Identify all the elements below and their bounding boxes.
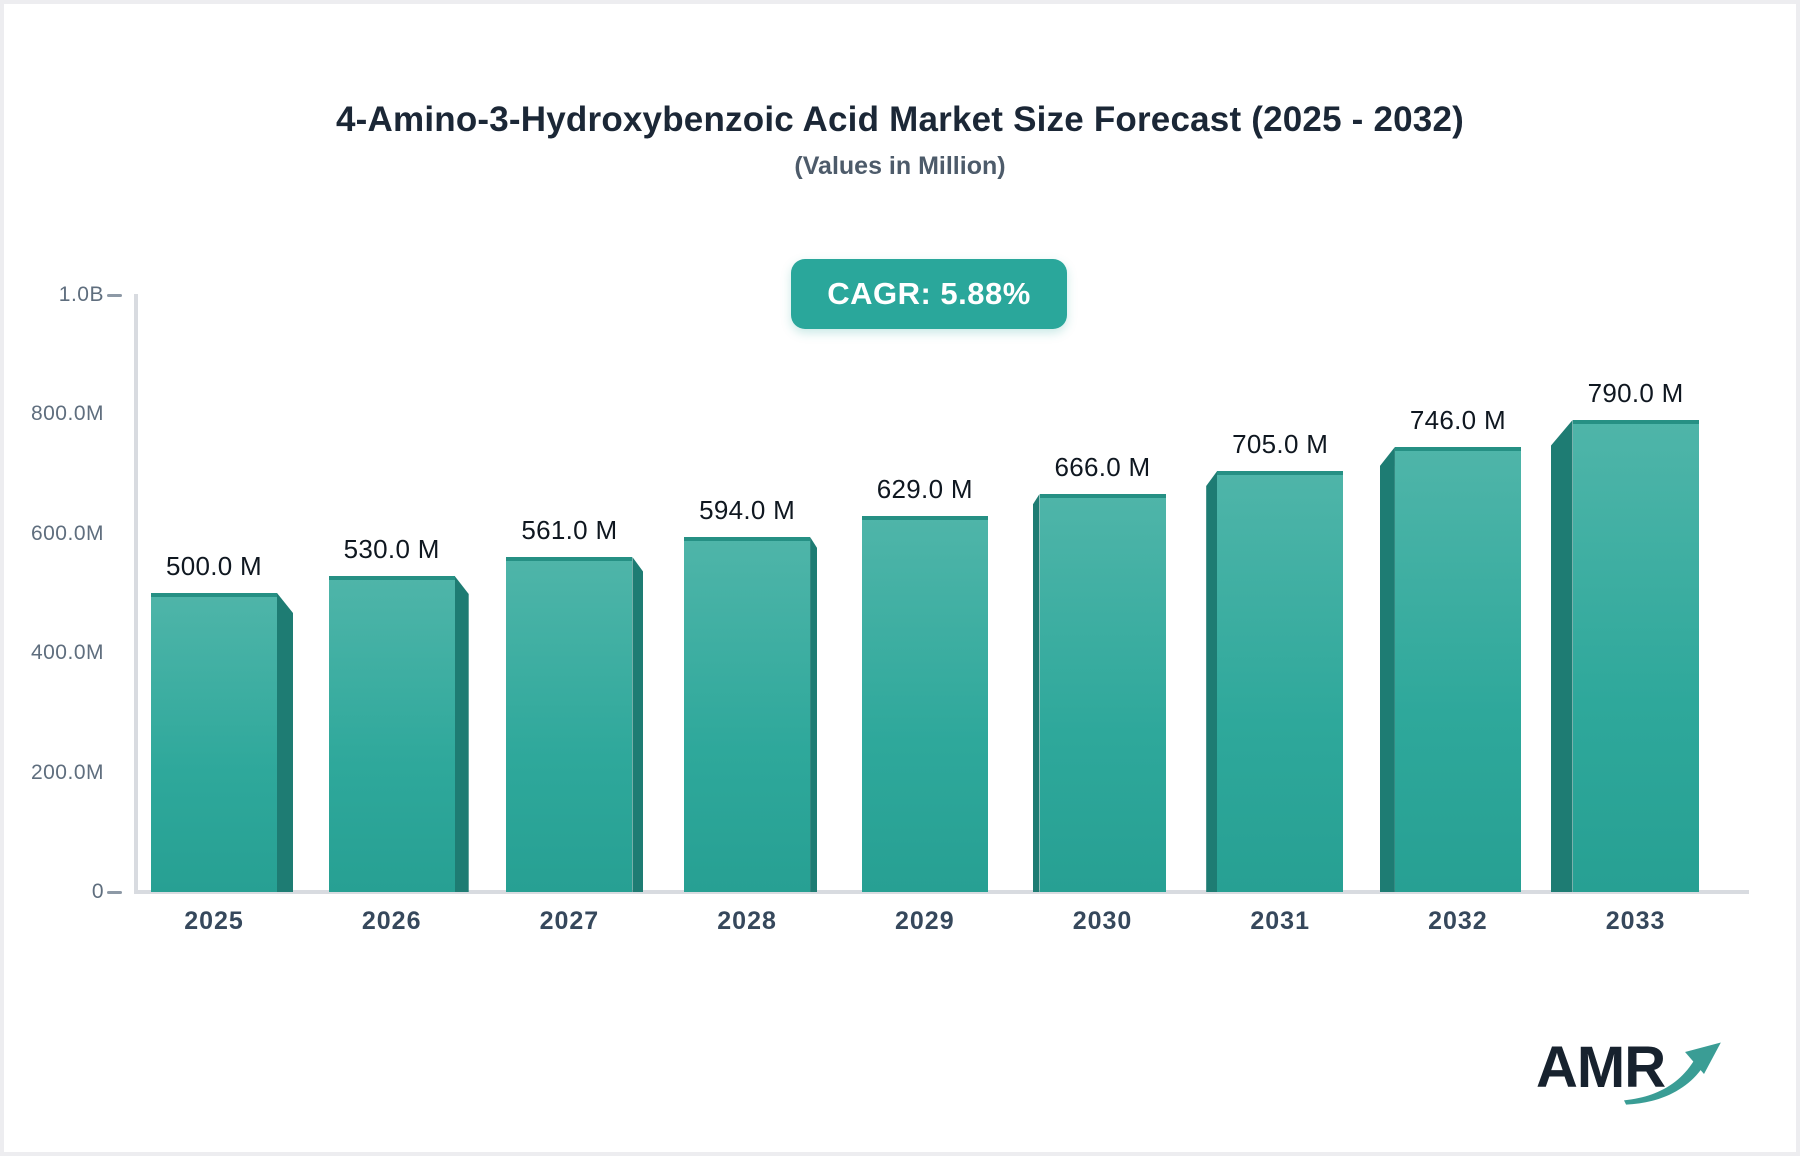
bar-2033 xyxy=(1572,420,1699,892)
bar-2028 xyxy=(684,537,811,892)
bar-3d-side xyxy=(1379,447,1395,892)
bar-value-label: 629.0 M xyxy=(876,474,973,504)
bar-value-label: 594.0 M xyxy=(699,495,796,525)
y-tick-dash xyxy=(107,891,122,894)
bar-2031 xyxy=(1217,471,1344,892)
x-tick-label: 2029 xyxy=(894,907,955,935)
amr-logo: AMR xyxy=(1536,1034,1721,1114)
bar-2032 xyxy=(1394,447,1521,892)
bar-3d-side xyxy=(1032,494,1040,892)
x-tick-label: 2027 xyxy=(539,907,600,935)
bar-2026 xyxy=(328,576,455,892)
growth-arrow-icon xyxy=(1624,1042,1721,1105)
bar-3d-side xyxy=(277,593,293,892)
bar-3d-side xyxy=(632,557,644,892)
bar-2027 xyxy=(506,557,633,892)
chart-title: 4-Amino-3-Hydroxybenzoic Acid Market Siz… xyxy=(336,100,1464,139)
bar-2030 xyxy=(1039,494,1166,892)
amr-logo-text: AMR xyxy=(1536,1035,1666,1100)
x-tick-label: 2033 xyxy=(1605,907,1666,935)
x-tick-label: 2026 xyxy=(361,907,422,935)
bar-value-label: 500.0 M xyxy=(165,551,263,581)
bar-value-label: 746.0 M xyxy=(1409,405,1506,435)
y-tick-label: 600.0M xyxy=(30,521,104,545)
y-tick-label: 1.0B xyxy=(58,283,104,306)
bar-3d-side xyxy=(1550,420,1573,892)
y-tick-label: 0 xyxy=(91,880,104,903)
bar-2025 xyxy=(151,593,277,892)
y-tick-dash xyxy=(107,294,122,297)
bar-value-label: 530.0 M xyxy=(343,534,440,564)
bar-value-label: 705.0 M xyxy=(1232,429,1329,459)
bar-2029 xyxy=(861,516,988,892)
x-tick-label: 2025 xyxy=(184,907,244,935)
bar-3d-side xyxy=(1206,471,1218,892)
bar-3d-side xyxy=(454,576,469,892)
bar-value-label: 790.0 M xyxy=(1587,378,1684,408)
x-tick-label: 2032 xyxy=(1428,907,1488,935)
x-axis-baseline xyxy=(134,890,1749,894)
chart-subtitle: (Values in Million) xyxy=(794,152,1006,180)
x-tick-label: 2031 xyxy=(1250,907,1310,935)
y-tick-label: 200.0M xyxy=(30,760,104,784)
bar-3d-side xyxy=(810,537,818,892)
y-tick-label: 400.0M xyxy=(30,641,104,665)
x-tick-label: 2028 xyxy=(717,907,777,935)
cagr-badge: CAGR: 5.88% xyxy=(791,259,1067,329)
bar-value-label: 666.0 M xyxy=(1054,452,1151,482)
x-tick-label: 2030 xyxy=(1072,907,1133,935)
bar-value-label: 561.0 M xyxy=(521,515,618,545)
cagr-badge-label: CAGR: 5.88% xyxy=(827,276,1031,311)
y-axis-line xyxy=(134,294,138,894)
y-tick-label: 800.0M xyxy=(30,402,104,426)
